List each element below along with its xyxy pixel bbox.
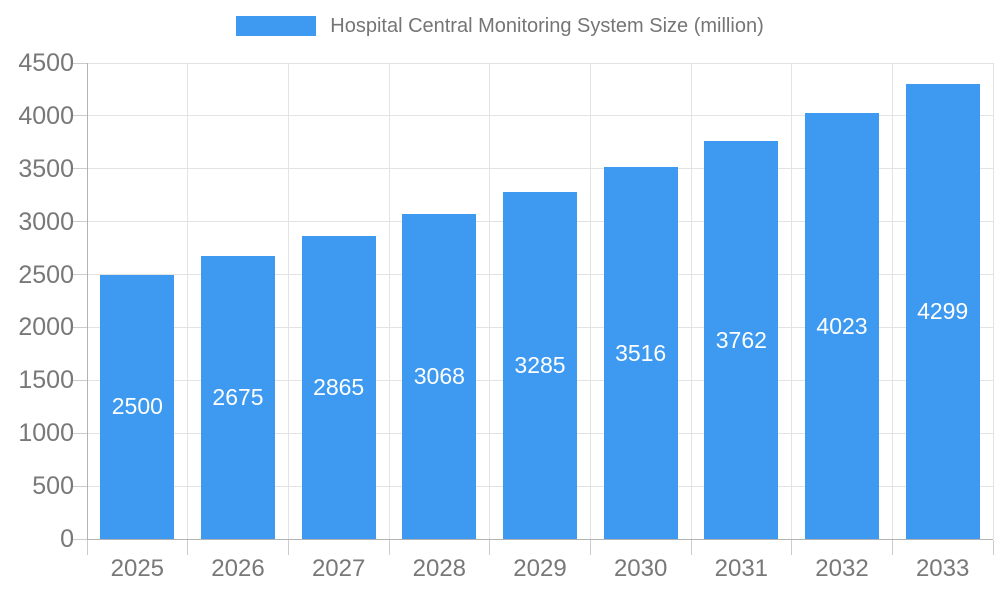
y-tick [71,274,87,276]
v-gridline [992,63,994,539]
x-tick [489,540,491,555]
y-tick [71,221,87,223]
y-tick [71,538,87,540]
y-tick [71,115,87,117]
x-tick [891,540,893,555]
x-axis-tick-label: 2025 [110,555,165,582]
x-tick [86,540,88,555]
v-gridline [388,63,390,539]
bar: 2865 [301,235,376,539]
x-tick [589,540,591,555]
x-tick [791,540,793,555]
x-axis-tick-label: 2028 [412,555,467,582]
v-gridline [589,63,591,539]
bar-value-label: 2500 [111,393,163,420]
x-tick [287,540,289,555]
x-tick [690,540,692,555]
y-axis-tick-label: 4500 [18,49,74,77]
y-axis-tick-label: 4000 [18,101,74,130]
y-axis-tick-label: 1000 [18,419,74,448]
x-tick [187,540,189,555]
y-axis-tick-label: 3500 [18,154,74,183]
x-axis-tick-label: 2026 [211,555,265,582]
bar: 4299 [905,84,980,539]
y-tick [71,326,87,328]
y-axis-tick-label: 3000 [18,207,74,236]
bar: 2500 [100,274,175,539]
v-gridline [690,63,692,539]
bar-value-label: 2675 [212,384,264,411]
y-axis-tick-label: 1500 [18,366,74,395]
bar-value-label: 3285 [514,351,566,378]
x-axis-tick-label: 2029 [513,555,567,582]
bar-value-label: 4023 [816,312,868,339]
y-axis-tick-label: 2000 [18,313,74,342]
y-tick [71,432,87,434]
h-gridline [87,115,993,117]
x-tick [992,540,994,555]
v-gridline [489,63,491,539]
h-gridline [87,168,993,170]
v-gridline [287,63,289,539]
bar: 3068 [402,214,477,539]
y-axis-line [87,63,88,554]
y-tick [71,168,87,170]
y-axis-tick-label: 2500 [18,260,74,289]
legend-swatch-icon [236,16,317,36]
bar: 2675 [201,256,275,539]
bar: 3285 [503,191,577,539]
legend-item[interactable]: Hospital Central Monitoring System Size … [0,16,1000,36]
h-gridline [87,62,993,64]
bar-value-label: 3068 [413,363,465,390]
x-axis-tick-label: 2031 [714,555,769,582]
legend-label: Hospital Central Monitoring System Size … [330,15,764,37]
y-tick [71,62,87,64]
v-gridline [187,63,189,539]
x-axis-line [79,539,993,540]
y-tick [71,485,87,487]
x-tick [388,540,390,555]
bar-value-label: 2865 [313,373,365,400]
bar: 4023 [805,113,879,539]
y-axis-tick-label: 0 [60,525,74,553]
x-axis-tick-label: 2033 [915,555,970,582]
x-axis-tick-label: 2027 [311,555,366,582]
v-gridline [791,63,793,539]
plot-area: 2500 2675 2865 3068 3285 3516 3762 4023 4299 [87,62,994,539]
bar-value-label: 4299 [917,298,969,325]
v-gridline [891,63,893,539]
bar: 3762 [704,141,779,539]
bar-value-label: 3762 [715,326,767,353]
y-tick [71,379,87,381]
x-axis-tick-label: 2032 [815,555,869,582]
bar-value-label: 3516 [615,339,667,366]
x-axis-tick-label: 2030 [613,555,668,582]
bar: 3516 [603,167,678,539]
y-axis-tick-label: 500 [32,472,74,501]
